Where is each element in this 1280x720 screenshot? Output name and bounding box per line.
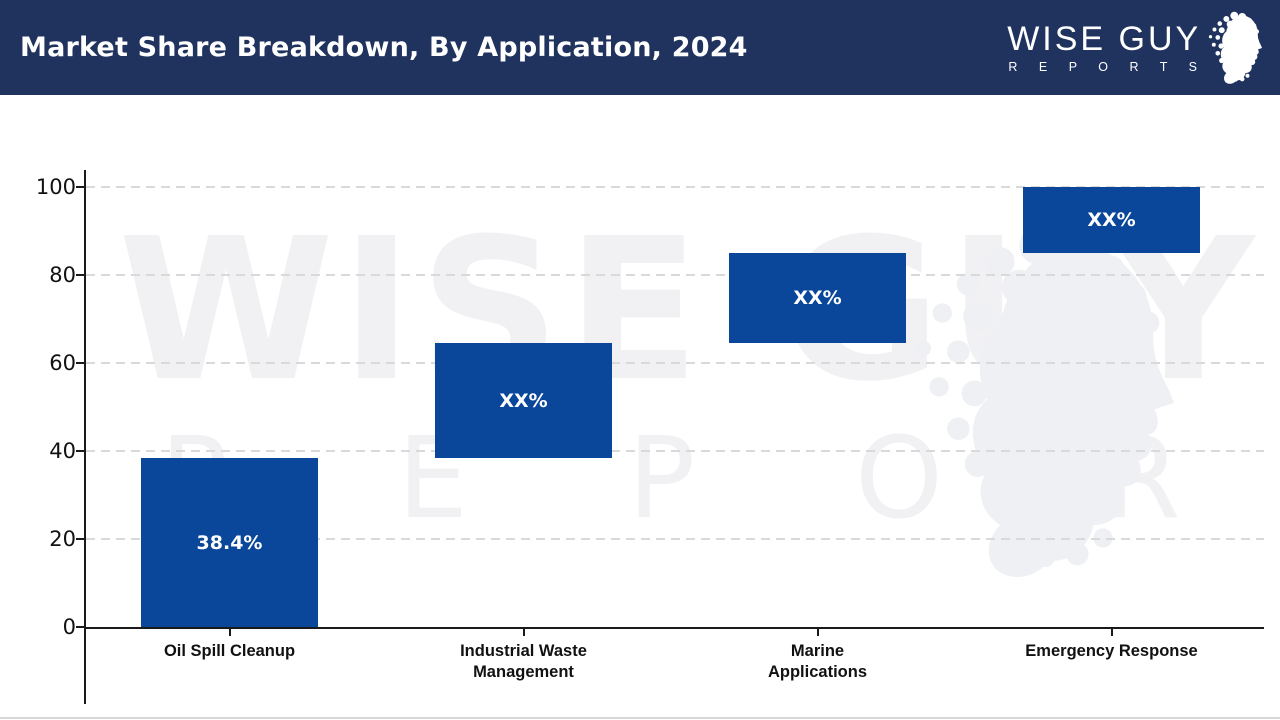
y-tick-mark-20 [76,538,84,540]
gridline-100 [86,186,1264,188]
y-tick-mark-40 [76,450,84,452]
bar-value-label: XX% [793,287,842,310]
y-tick-label-40: 40 [49,439,76,463]
bar-value-label: 38.4% [196,531,263,554]
bar-oil-spill-cleanup: 38.4% [141,458,318,627]
gridline-20 [86,538,1264,540]
gridline-60 [86,362,1264,364]
x-axis-label-2: Marine Applications [767,642,867,682]
x-tick-mark-2 [816,629,819,636]
header-bar: Market Share Breakdown, By Application, … [0,0,1280,95]
y-tick-label-80: 80 [49,263,76,287]
bar-value-label: XX% [499,389,548,412]
logo-line1: WISE GUY [1007,19,1202,58]
y-axis-line [84,170,86,704]
chart-plot-area: WISE GUY R E P O R T S 02040608010038.4%… [0,95,1280,720]
y-tick-mark-60 [76,362,84,364]
gridline-80 [86,274,1264,276]
page-title: Market Share Breakdown, By Application, … [20,32,748,63]
y-tick-label-60: 60 [49,351,76,375]
y-tick-label-20: 20 [49,527,76,551]
x-tick-mark-0 [228,629,231,636]
bar-marine-applications: XX% [729,253,906,344]
bar-value-label: XX% [1087,209,1136,231]
bottom-border-rule [0,717,1280,719]
gridline-40 [86,450,1264,452]
x-tick-mark-3 [1110,629,1113,636]
x-axis-label-3: Emergency Response [1025,642,1198,660]
y-tick-mark-80 [76,274,84,276]
y-tick-label-0: 0 [62,615,76,639]
y-tick-mark-100 [76,186,84,188]
logo-line2: R E P O R T S [1008,59,1206,74]
bar-emergency-response: XX% [1023,187,1200,253]
y-tick-label-100: 100 [35,175,76,199]
y-tick-mark-0 [76,626,84,628]
x-axis-line [84,627,1264,629]
wise-guy-reports-logo: WISE GUY R E P O R T S [1002,9,1262,87]
logo-wordmark: WISE GUY R E P O R T S [1002,22,1206,74]
x-axis-label-1: Industrial Waste Management [460,642,587,682]
x-tick-mark-1 [522,629,525,636]
dotted-head-profile-icon [1208,11,1262,84]
bar-industrial-waste-management: XX% [435,343,612,459]
x-axis-label-0: Oil Spill Cleanup [163,642,296,660]
